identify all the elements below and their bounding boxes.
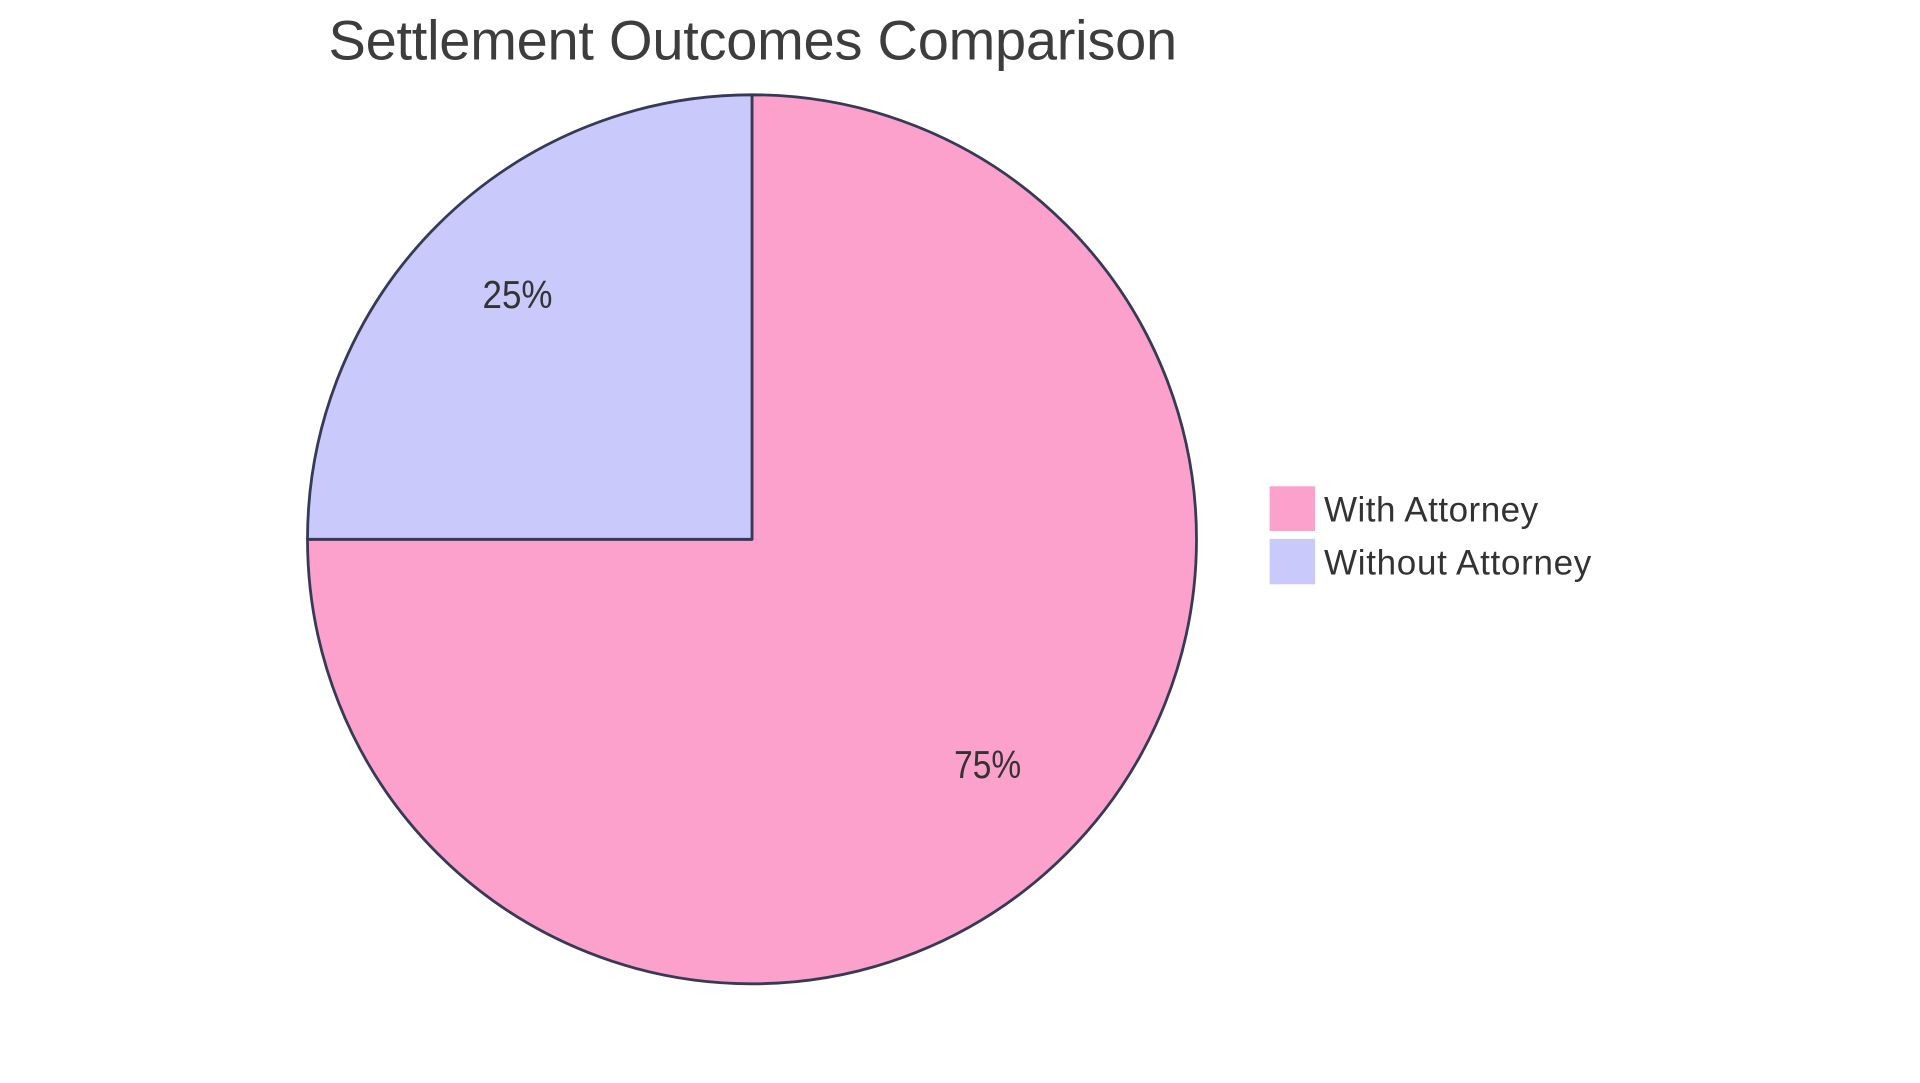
svg-text:With Attorney: With Attorney (1324, 491, 1539, 530)
svg-text:Settlement Outcomes Comparison: Settlement Outcomes Comparison (329, 9, 1177, 72)
svg-text:25%: 25% (483, 274, 553, 317)
svg-text:75%: 75% (954, 744, 1021, 787)
svg-text:Without Attorney: Without Attorney (1324, 544, 1592, 583)
